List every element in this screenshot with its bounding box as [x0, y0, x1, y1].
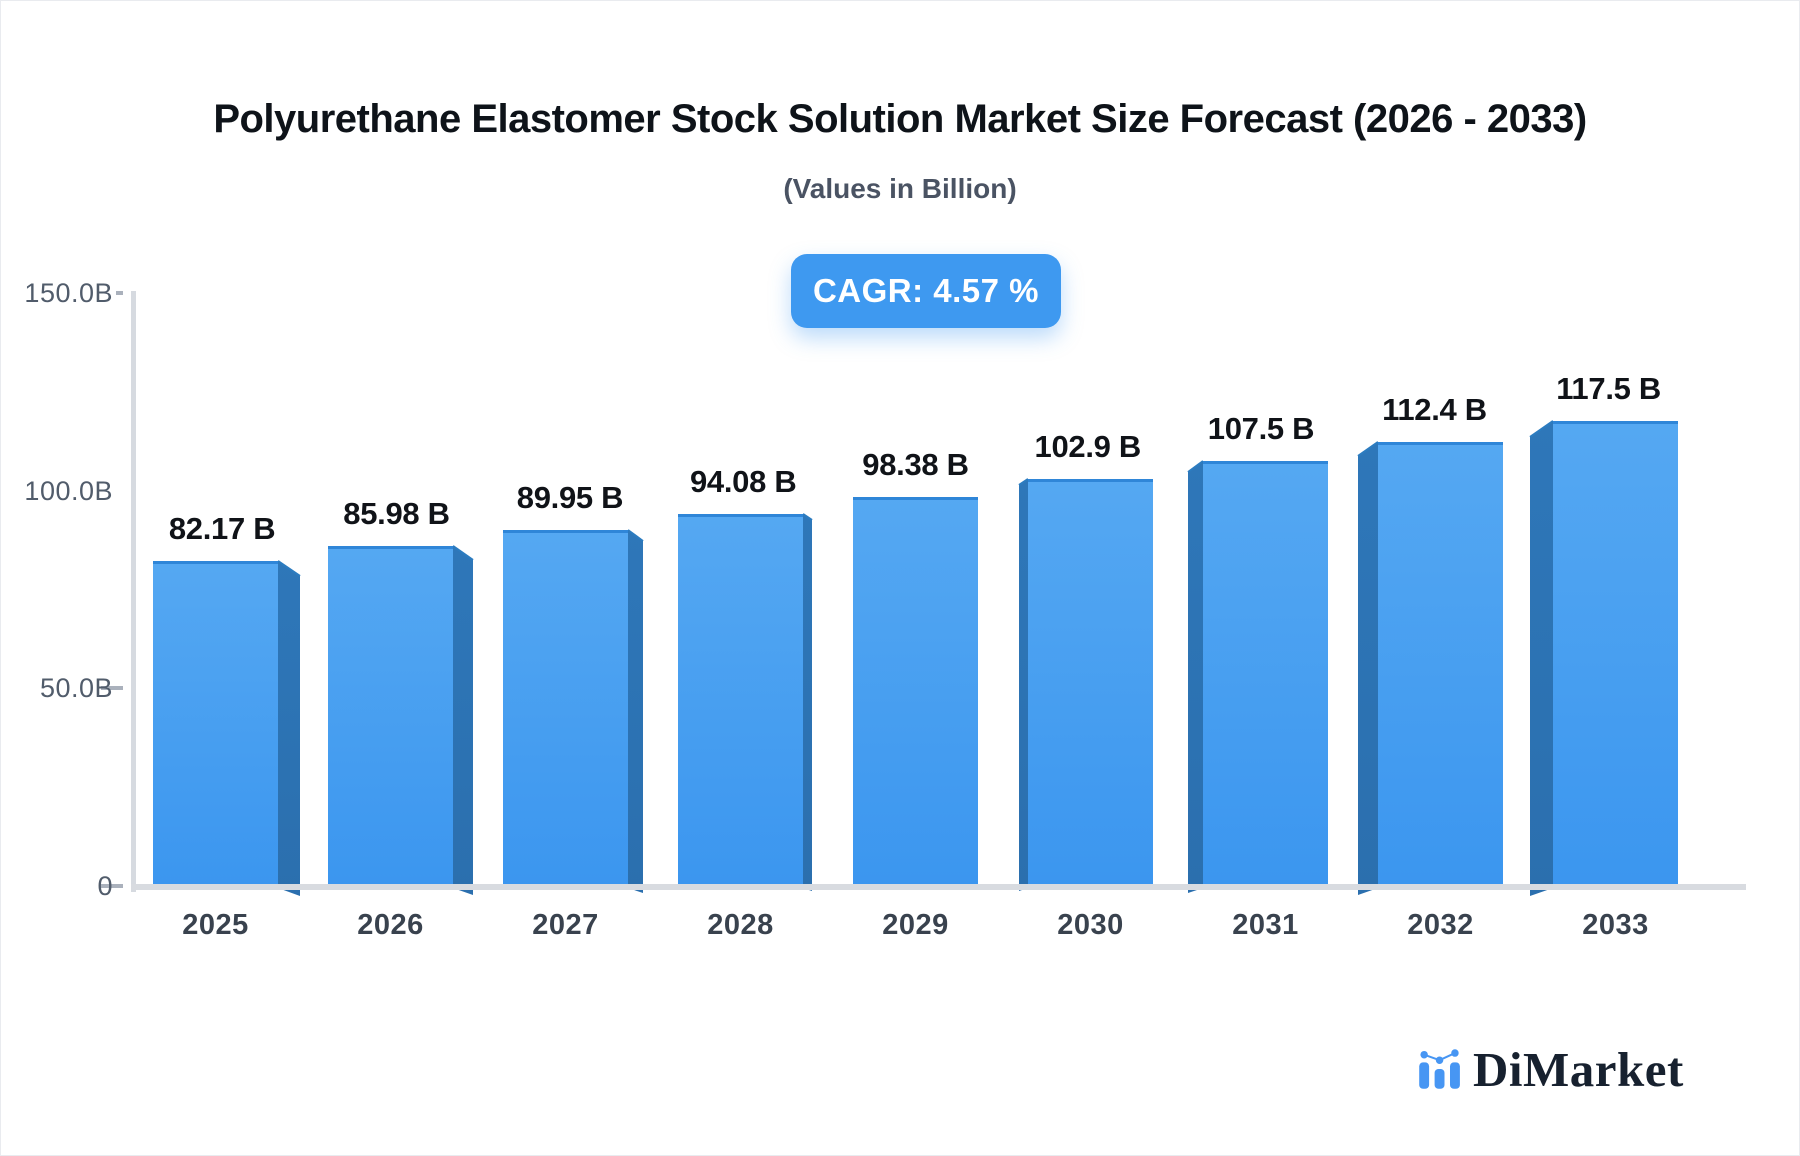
bar-2026 — [328, 546, 453, 888]
bar-2030 — [1028, 479, 1153, 888]
y-axis-label-0: 0 — [97, 871, 113, 901]
bar-3d-side — [1530, 421, 1553, 896]
bar-value-label: 89.95 B — [516, 480, 624, 515]
x-axis-label-2025: 2025 — [182, 909, 249, 941]
bar-3d-side — [803, 514, 812, 891]
bar-bevel-edge — [1187, 460, 1204, 473]
bar-2029 — [853, 497, 978, 888]
brand-logo-text: DiMarket — [1473, 1041, 1684, 1097]
x-axis-label-2029: 2029 — [882, 909, 949, 941]
y-axis-tick — [116, 291, 123, 295]
x-axis-label-2027: 2027 — [532, 909, 599, 941]
x-axis-label-2031: 2031 — [1232, 909, 1299, 941]
y-axis-label-150.0B: 150.0B — [24, 278, 113, 308]
brand-logo: DiMarket — [1417, 1037, 1684, 1101]
bar-top-edge — [328, 546, 453, 549]
bar-3d-side — [1188, 461, 1203, 893]
x-axis-label-2033: 2033 — [1582, 909, 1649, 941]
bar-value-label: 112.4 B — [1382, 392, 1487, 427]
bar-bevel-edge — [802, 513, 813, 521]
y-axis-tick — [101, 884, 123, 888]
cagr-badge: CAGR: 4.57 % — [791, 254, 1061, 328]
axis-layer — [101, 291, 1746, 892]
bar-bevel-edge — [1018, 478, 1029, 486]
bar-3d-side — [278, 561, 300, 896]
bar-3d-side — [1019, 479, 1028, 891]
bar-bevel-edge — [1529, 420, 1554, 438]
bar-top-edge — [153, 561, 278, 564]
bar-value-label: 94.08 B — [689, 464, 797, 499]
y-axis-label-50.0B: 50.0B — [39, 673, 113, 703]
bar-3d-side — [628, 530, 643, 893]
bar-2028 — [678, 514, 803, 888]
bar-top-edge — [1378, 442, 1503, 445]
bar-3d-side — [453, 546, 473, 895]
bar-top-edge — [853, 497, 978, 500]
bar-value-label: 82.17 B — [168, 511, 276, 546]
bar-2027 — [503, 530, 628, 888]
x-axis-label-2028: 2028 — [707, 909, 774, 941]
x-axis-label-2032: 2032 — [1407, 909, 1474, 941]
x-axis-label-2030: 2030 — [1057, 909, 1124, 941]
y-axis-tick — [101, 686, 123, 690]
bar-top-edge — [678, 514, 803, 517]
bar-2025 — [153, 561, 278, 888]
bar-bevel-edge — [627, 529, 644, 542]
bar-value-label: 102.9 B — [1034, 429, 1142, 464]
bar-bevel-edge — [452, 545, 474, 561]
bars-layer — [153, 420, 1678, 896]
bar-2031 — [1203, 461, 1328, 888]
x-axis-baseline — [131, 884, 1746, 890]
bar-top-edge — [503, 530, 628, 533]
y-axis-line — [131, 291, 136, 892]
bar-top-edge — [1553, 421, 1678, 424]
bar-bevel-edge — [277, 560, 301, 577]
bar-chart-trend-icon — [1419, 1049, 1460, 1089]
bar-3d-side — [1358, 442, 1378, 895]
bar-value-label: 98.38 B — [862, 447, 969, 482]
cagr-badge-label: CAGR: 4.57 % — [812, 272, 1040, 309]
bar-bevel-edge — [1357, 441, 1379, 457]
x-axis-label-2026: 2026 — [357, 909, 424, 941]
bar-top-edge — [1028, 479, 1153, 482]
bar-2033 — [1553, 421, 1678, 888]
bar-value-label: 107.5 B — [1207, 411, 1315, 446]
chart-title: Polyurethane Elastomer Stock Solution Ma… — [213, 97, 1587, 141]
chart-subtitle: (Values in Billion) — [783, 173, 1017, 204]
bar-value-label: 85.98 B — [343, 496, 450, 531]
bar-value-label: 117.5 B — [1556, 371, 1661, 406]
bar-2032 — [1378, 442, 1503, 888]
y-axis-label-100.0B: 100.0B — [24, 476, 113, 506]
bar-top-edge — [1203, 461, 1328, 464]
